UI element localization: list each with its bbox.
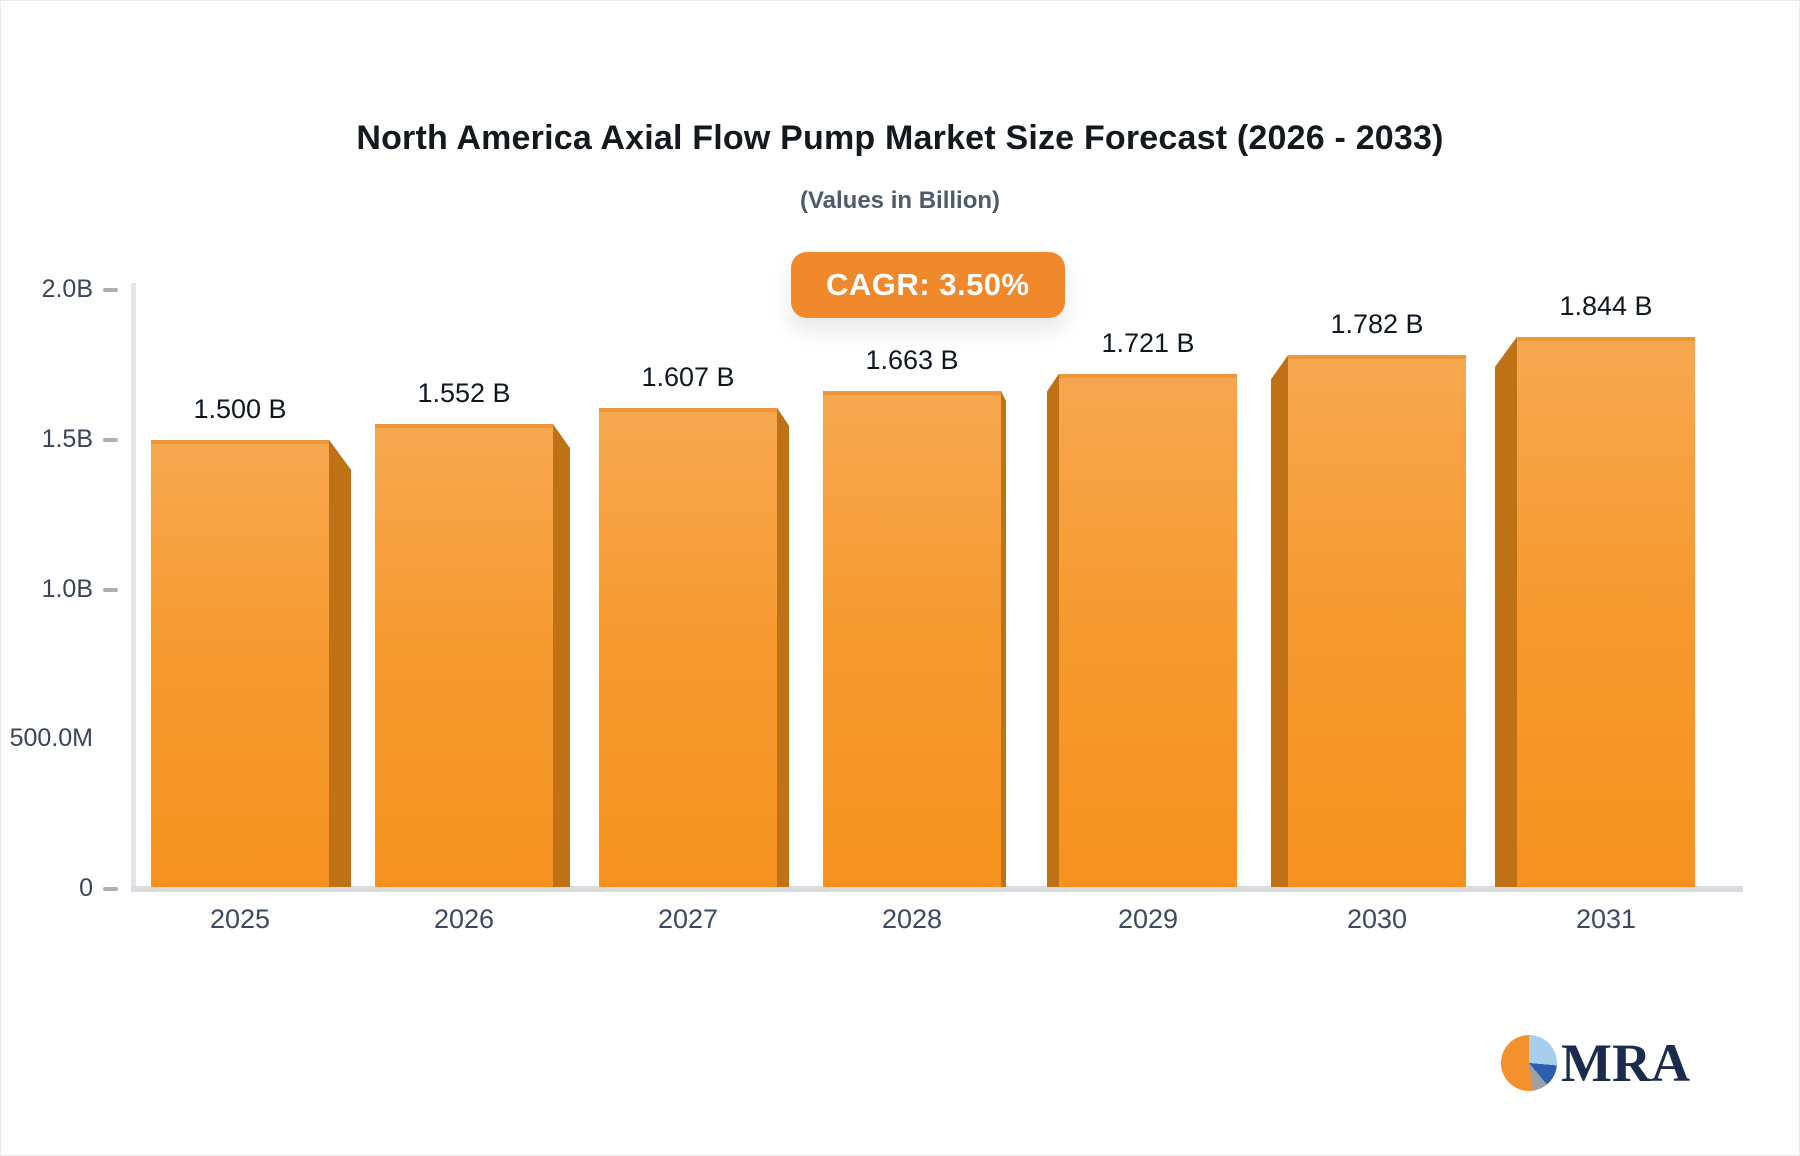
bar-side-2029 <box>1047 373 1059 887</box>
chart-title: North America Axial Flow Pump Market Siz… <box>356 119 1444 157</box>
x-axis-label: 2029 <box>1117 904 1179 934</box>
x-axis-label: 2026 <box>433 904 495 934</box>
y-tick-mark <box>103 437 118 442</box>
cagr-badge: CAGR: 3.50% <box>791 252 1065 318</box>
bar-2026 <box>375 424 553 887</box>
pie-chart-logo-icon <box>1501 1035 1557 1091</box>
y-tick-label: 2.0B <box>41 275 93 303</box>
y-axis-line <box>131 283 136 889</box>
y-tick-mark <box>103 887 118 891</box>
bar-2025 <box>151 439 329 887</box>
x-axis-label: 2027 <box>657 904 719 934</box>
bar-value-label: 1.552 B <box>417 378 511 409</box>
y-tick-label: 1.5B <box>41 424 93 453</box>
bar-side-2025 <box>329 439 351 887</box>
y-tick-mark <box>103 587 118 592</box>
bar-side-2030 <box>1271 355 1288 887</box>
bar-value-label: 1.663 B <box>865 344 959 375</box>
bar-value-label: 1.500 B <box>193 393 287 424</box>
bar-2027 <box>599 407 777 887</box>
x-axis-label: 2031 <box>1575 904 1637 934</box>
mra-logo: MRA <box>1501 1035 1690 1091</box>
bar-value-label: 1.844 B <box>1559 290 1653 321</box>
bar-side-2026 <box>553 424 570 887</box>
y-tick-label: 1.0B <box>41 574 93 603</box>
bar-side-2028 <box>1001 390 1006 887</box>
bar-side-2027 <box>777 407 789 887</box>
bar-2029 <box>1059 373 1237 887</box>
x-axis-label: 2028 <box>881 904 943 934</box>
bar-2031 <box>1517 336 1695 887</box>
bar-value-label: 1.782 B <box>1330 309 1424 340</box>
bar-side-2031 <box>1495 336 1517 887</box>
bar-2030 <box>1288 355 1466 887</box>
y-tick-label: 500.0M <box>9 724 93 753</box>
y-tick-mark <box>103 288 118 292</box>
x-axis-line <box>131 886 1743 892</box>
logo-text: MRA <box>1561 1033 1690 1093</box>
x-axis-label: 2030 <box>1346 904 1408 934</box>
chart-subtitle: (Values in Billion) <box>799 187 1001 214</box>
x-axis-label: 2025 <box>209 904 271 934</box>
y-tick-label: 0 <box>79 874 93 902</box>
bar-value-label: 1.607 B <box>641 361 735 392</box>
bar-value-label: 1.721 B <box>1101 327 1195 358</box>
bar-2028 <box>823 390 1001 887</box>
